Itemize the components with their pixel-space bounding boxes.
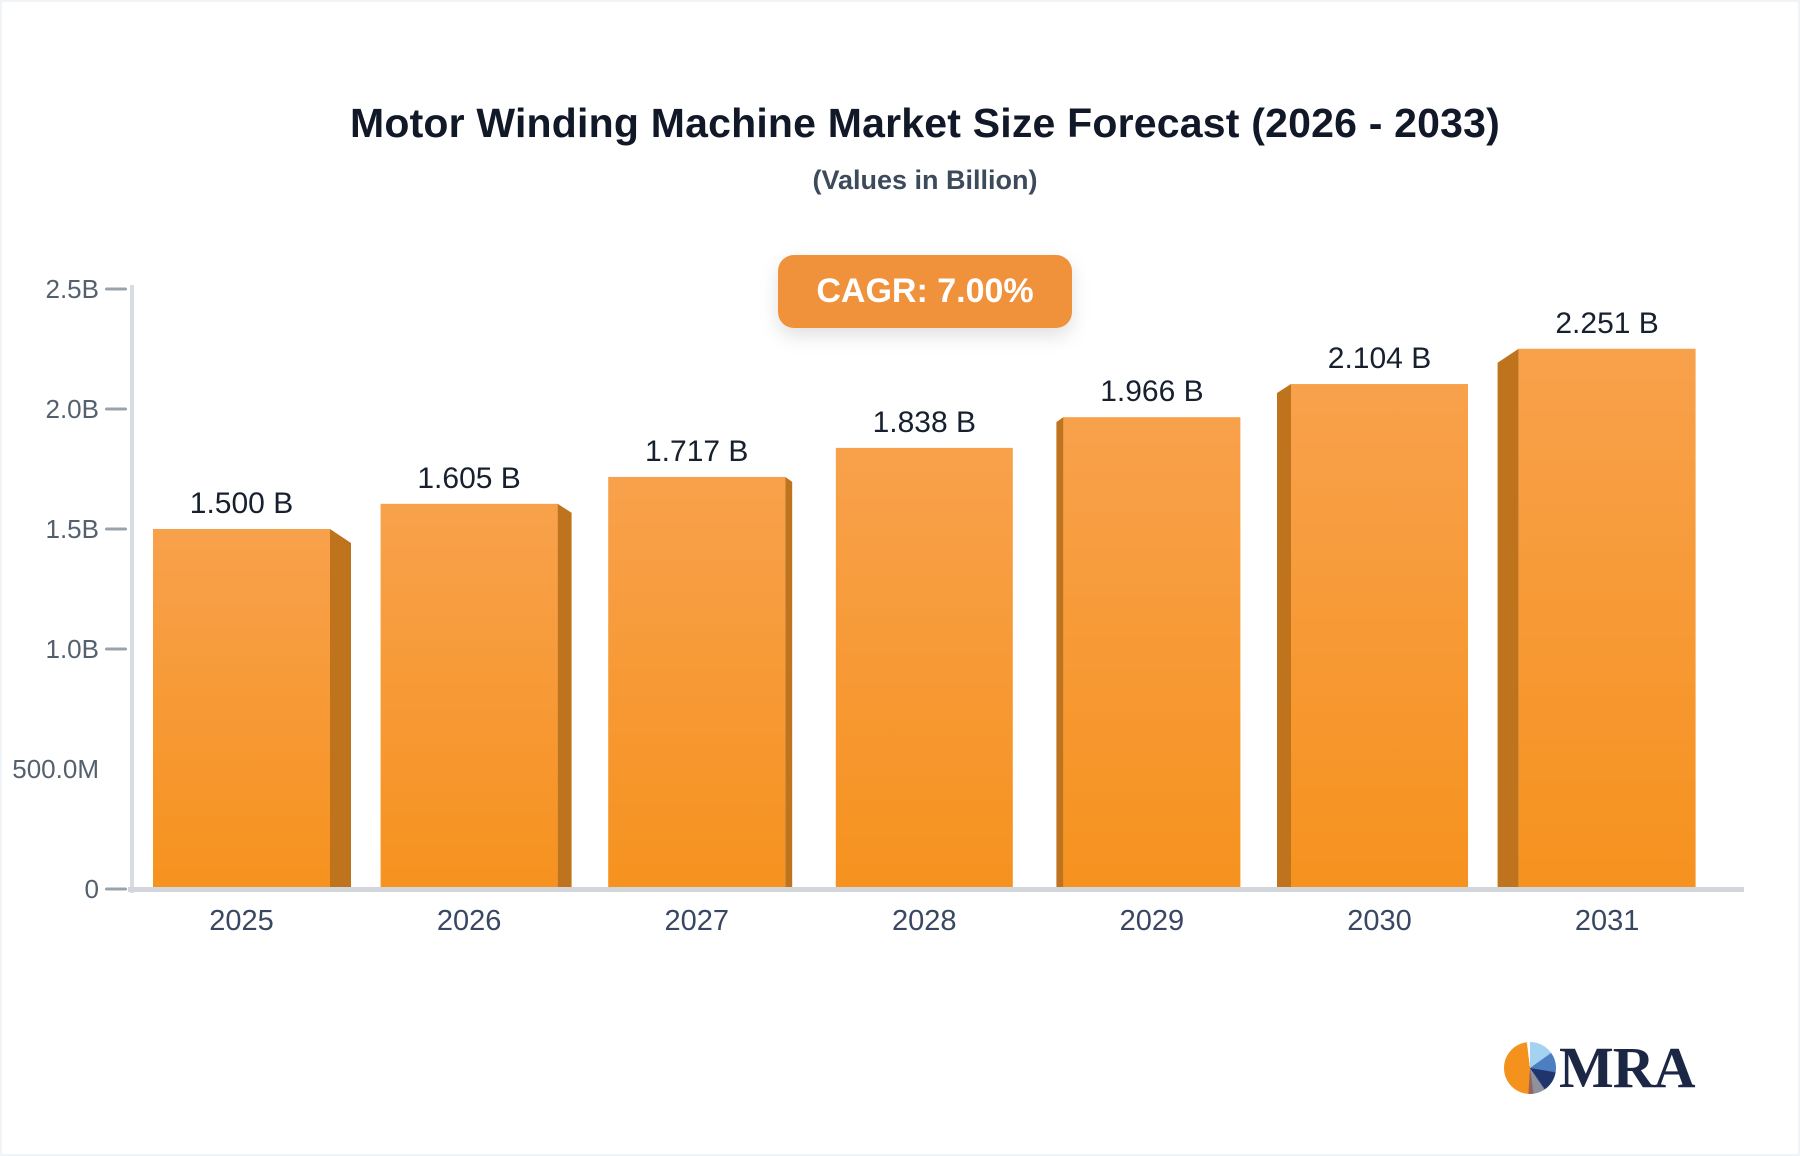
y-axis-tick-mark xyxy=(105,527,127,531)
bar-value-label: 2.251 B xyxy=(1555,307,1658,340)
y-axis-tick-label: 1.5B xyxy=(46,514,100,544)
y-axis-tick-mark xyxy=(105,647,127,651)
pie-chart-icon xyxy=(1504,1042,1556,1094)
brand-logo-text: MRA xyxy=(1559,1035,1696,1100)
bar-value-label: 1.605 B xyxy=(417,462,520,495)
cagr-badge: CAGR: 7.00% xyxy=(778,255,1072,328)
chart-subtitle: (Values in Billion) xyxy=(812,165,1038,195)
bar[interactable] xyxy=(608,476,786,889)
bar-value-label: 1.966 B xyxy=(1100,375,1203,408)
y-axis-tick-label: 500.0M xyxy=(12,754,99,784)
x-axis-label: 2027 xyxy=(664,905,729,937)
bar-value-label: 1.838 B xyxy=(873,406,976,439)
x-axis-label: 2025 xyxy=(209,905,274,937)
x-axis-label: 2028 xyxy=(892,905,957,937)
x-axis-label: 2030 xyxy=(1347,905,1412,937)
bar-side-face xyxy=(785,476,793,889)
y-axis-tick-mark xyxy=(105,887,127,891)
bar-side-face xyxy=(1497,348,1519,889)
x-axis-line xyxy=(128,887,1744,892)
bar-side-face xyxy=(330,529,351,889)
bar-value-label: 2.104 B xyxy=(1328,342,1431,375)
chart-title: Motor Winding Machine Market Size Foreca… xyxy=(349,100,1500,146)
bar[interactable] xyxy=(1063,417,1241,889)
y-axis-tick-mark xyxy=(105,407,127,411)
bar[interactable] xyxy=(1518,348,1696,889)
bar[interactable] xyxy=(380,503,558,889)
bar[interactable] xyxy=(835,447,1013,889)
y-axis-tick-label: 1.0B xyxy=(46,634,100,664)
chart-header: Motor Winding Machine Market Size Foreca… xyxy=(2,2,1798,196)
bar-side-face xyxy=(1056,417,1064,889)
y-axis-tick-label: 2.0B xyxy=(46,394,100,424)
y-axis-line xyxy=(130,285,134,893)
bar-side-face xyxy=(1277,384,1291,889)
brand-logo: MRA xyxy=(1504,1035,1696,1100)
bar[interactable] xyxy=(1291,384,1468,889)
bar-side-face xyxy=(557,503,572,889)
y-axis-tick-label: 2.5B xyxy=(46,274,100,304)
bar-value-label: 1.500 B xyxy=(190,487,293,520)
y-axis-tick-mark xyxy=(105,287,127,291)
cagr-badge-row: CAGR: 7.00% xyxy=(2,255,1798,328)
y-axis-tick-label: 0 xyxy=(85,874,99,904)
bar[interactable] xyxy=(153,529,330,889)
x-axis-label: 2031 xyxy=(1575,905,1640,937)
x-axis-label: 2026 xyxy=(437,905,502,937)
x-axis-label: 2029 xyxy=(1120,905,1185,937)
bar-value-label: 1.717 B xyxy=(645,435,748,468)
